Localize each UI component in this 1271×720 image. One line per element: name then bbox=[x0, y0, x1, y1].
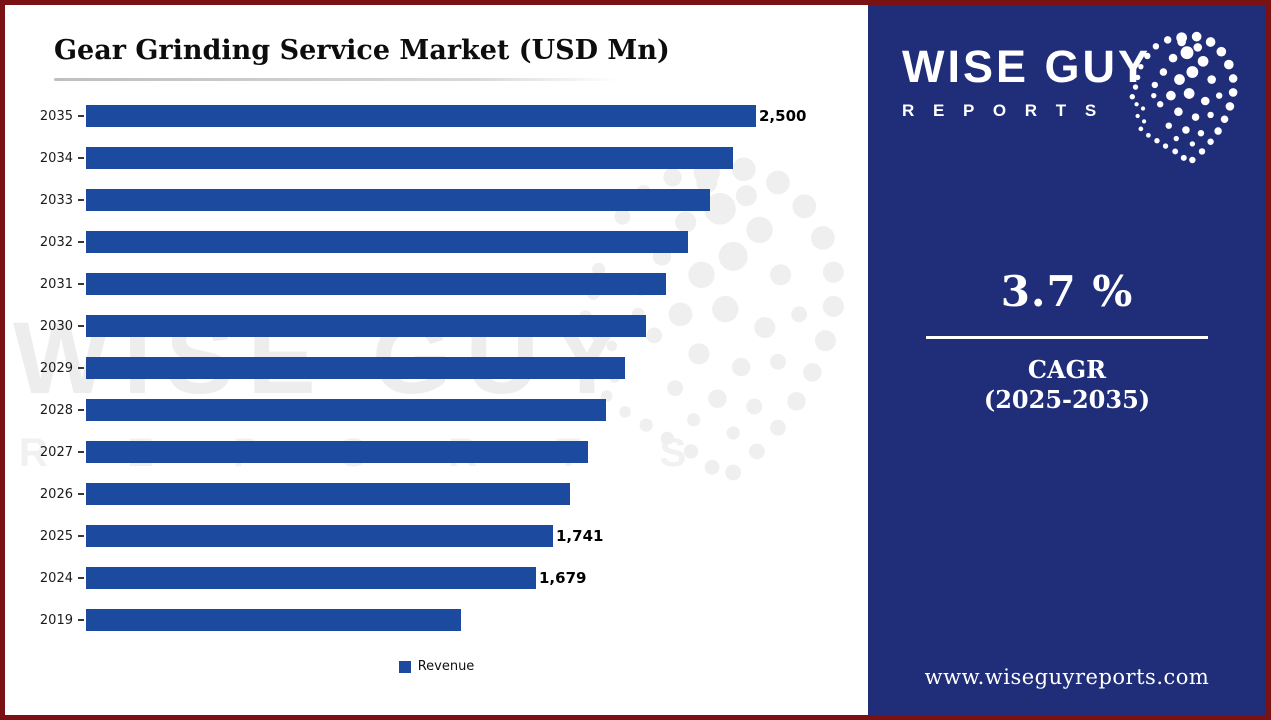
revenue-bar bbox=[86, 609, 461, 631]
bar-value-label: 1,679 bbox=[539, 569, 587, 587]
revenue-bar bbox=[86, 567, 536, 589]
bar-row: 2032 bbox=[21, 221, 868, 263]
y-axis-tick-label: 2019 bbox=[39, 612, 73, 628]
axis-tick bbox=[78, 409, 84, 411]
y-axis-tick-label: 2027 bbox=[39, 444, 73, 460]
y-axis-tick-label: 2035 bbox=[39, 108, 73, 124]
logo-title: WISE GUY bbox=[902, 41, 1152, 92]
bar-row: 2027 bbox=[21, 431, 868, 473]
revenue-bar bbox=[86, 315, 646, 337]
logo-text: WISE GUY R E P O R T S bbox=[902, 41, 1232, 121]
axis-tick bbox=[78, 283, 84, 285]
axis-tick bbox=[78, 241, 84, 243]
axis-tick bbox=[78, 115, 84, 117]
bar-row: 2025 1,741 bbox=[21, 515, 868, 557]
axis-tick bbox=[78, 157, 84, 159]
y-axis-tick-label: 2024 bbox=[39, 570, 73, 586]
y-axis-tick-label: 2025 bbox=[39, 528, 73, 544]
legend-label: Revenue bbox=[417, 659, 475, 674]
axis-tick bbox=[78, 619, 84, 621]
website-url: www.wiseguyreports.com bbox=[924, 665, 1210, 689]
revenue-bar bbox=[86, 231, 688, 253]
axis-tick bbox=[78, 367, 84, 369]
y-axis-tick-label: 2030 bbox=[39, 318, 73, 334]
logo-subtitle: R E P O R T S bbox=[902, 101, 1104, 120]
axis-tick bbox=[78, 535, 84, 537]
bar-row: 2033 bbox=[21, 179, 868, 221]
revenue-bar bbox=[86, 483, 570, 505]
bar-row: 2031 bbox=[21, 263, 868, 305]
dotted-head-icon bbox=[1129, 31, 1238, 164]
brand-panel: WISE GUY R E P O R T S 3.7 % CAGR (2025-… bbox=[868, 5, 1266, 715]
revenue-bar bbox=[86, 441, 588, 463]
bar-row: 2029 bbox=[21, 347, 868, 389]
y-axis-tick-label: 2033 bbox=[39, 192, 73, 208]
legend-swatch-revenue bbox=[398, 660, 411, 673]
y-axis-tick-label: 2031 bbox=[39, 276, 73, 292]
cagr-block: 3.7 % CAGR (2025-2035) bbox=[926, 267, 1208, 415]
axis-tick bbox=[78, 451, 84, 453]
bar-row: 2030 bbox=[21, 305, 868, 347]
bar-row: 2028 bbox=[21, 389, 868, 431]
revenue-bar bbox=[86, 105, 756, 127]
y-axis-tick-label: 2032 bbox=[39, 234, 73, 250]
bar-row: 2035 2,500 bbox=[21, 95, 868, 137]
axis-tick bbox=[78, 493, 84, 495]
chart-title: Gear Grinding Service Market (USD Mn) bbox=[54, 35, 670, 66]
bar-value-label: 1,741 bbox=[556, 527, 604, 545]
bar-row: 2026 bbox=[21, 473, 868, 515]
axis-tick bbox=[78, 577, 84, 579]
revenue-bar bbox=[86, 525, 553, 547]
cagr-divider bbox=[926, 336, 1208, 339]
bar-row: 2034 bbox=[21, 137, 868, 179]
cagr-value: 3.7 % bbox=[1000, 267, 1134, 316]
cagr-label: CAGR bbox=[1027, 355, 1107, 384]
bar-chart: 2035 2,500 2034 2033 2032 2031 2030 2029 2028 202… bbox=[5, 95, 868, 641]
title-divider bbox=[54, 78, 620, 81]
y-axis-tick-label: 2028 bbox=[39, 402, 73, 418]
bar-row: 2019 bbox=[21, 599, 868, 641]
revenue-bar bbox=[86, 357, 625, 379]
y-axis-tick-label: 2029 bbox=[39, 360, 73, 376]
revenue-bar bbox=[86, 189, 710, 211]
legend: Revenue bbox=[5, 659, 868, 674]
wise-guy-logo: WISE GUY R E P O R T S bbox=[902, 31, 1238, 179]
revenue-bar bbox=[86, 147, 733, 169]
y-axis-tick-label: 2026 bbox=[39, 486, 73, 502]
chart-panel: WISE GUY R E P O R T S Gear Grinding Ser… bbox=[5, 5, 868, 715]
axis-tick bbox=[78, 325, 84, 327]
cagr-period: (2025-2035) bbox=[983, 385, 1151, 414]
revenue-bar bbox=[86, 399, 606, 421]
revenue-bar bbox=[86, 273, 666, 295]
bar-row: 2024 1,679 bbox=[21, 557, 868, 599]
y-axis-tick-label: 2034 bbox=[39, 150, 73, 166]
bar-value-label: 2,500 bbox=[759, 107, 807, 125]
axis-tick bbox=[78, 199, 84, 201]
